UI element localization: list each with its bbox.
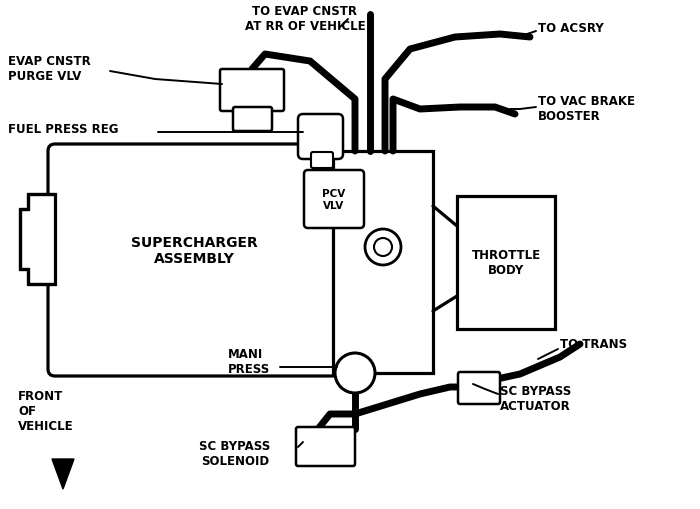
Text: FUEL PRESS REG: FUEL PRESS REG [8,123,118,136]
Text: THROTTLE
BODY: THROTTLE BODY [471,249,540,277]
Bar [333,152,433,373]
Polygon shape [52,459,74,489]
Text: FRONT
OF
VEHICLE: FRONT OF VEHICLE [18,389,74,432]
Text: TO EVAP CNSTR
AT RR OF VEHICLE: TO EVAP CNSTR AT RR OF VEHICLE [245,5,365,33]
FancyBboxPatch shape [220,70,284,112]
Polygon shape [20,194,55,285]
FancyBboxPatch shape [311,153,333,168]
FancyBboxPatch shape [233,108,272,132]
Text: PCV
VLV: PCV VLV [323,189,346,210]
FancyBboxPatch shape [48,145,340,376]
Circle shape [374,239,392,257]
FancyBboxPatch shape [298,115,343,160]
Text: TO ACSRY: TO ACSRY [538,21,603,35]
Text: TO TRANS: TO TRANS [560,338,627,351]
Text: SC BYPASS
ACTUATOR: SC BYPASS ACTUATOR [500,384,571,412]
Text: MANI
PRESS: MANI PRESS [228,347,270,375]
Text: SC BYPASS
SOLENOID: SC BYPASS SOLENOID [199,439,271,467]
Bar [457,196,555,329]
Text: EVAP CNSTR
PURGE VLV: EVAP CNSTR PURGE VLV [8,55,91,83]
Text: SUPERCHARGER
ASSEMBLY: SUPERCHARGER ASSEMBLY [131,236,258,266]
Circle shape [335,353,375,393]
Circle shape [365,230,401,266]
FancyBboxPatch shape [296,427,355,466]
Text: TO VAC BRAKE
BOOSTER: TO VAC BRAKE BOOSTER [538,95,635,123]
FancyBboxPatch shape [458,372,500,404]
FancyBboxPatch shape [304,171,364,229]
